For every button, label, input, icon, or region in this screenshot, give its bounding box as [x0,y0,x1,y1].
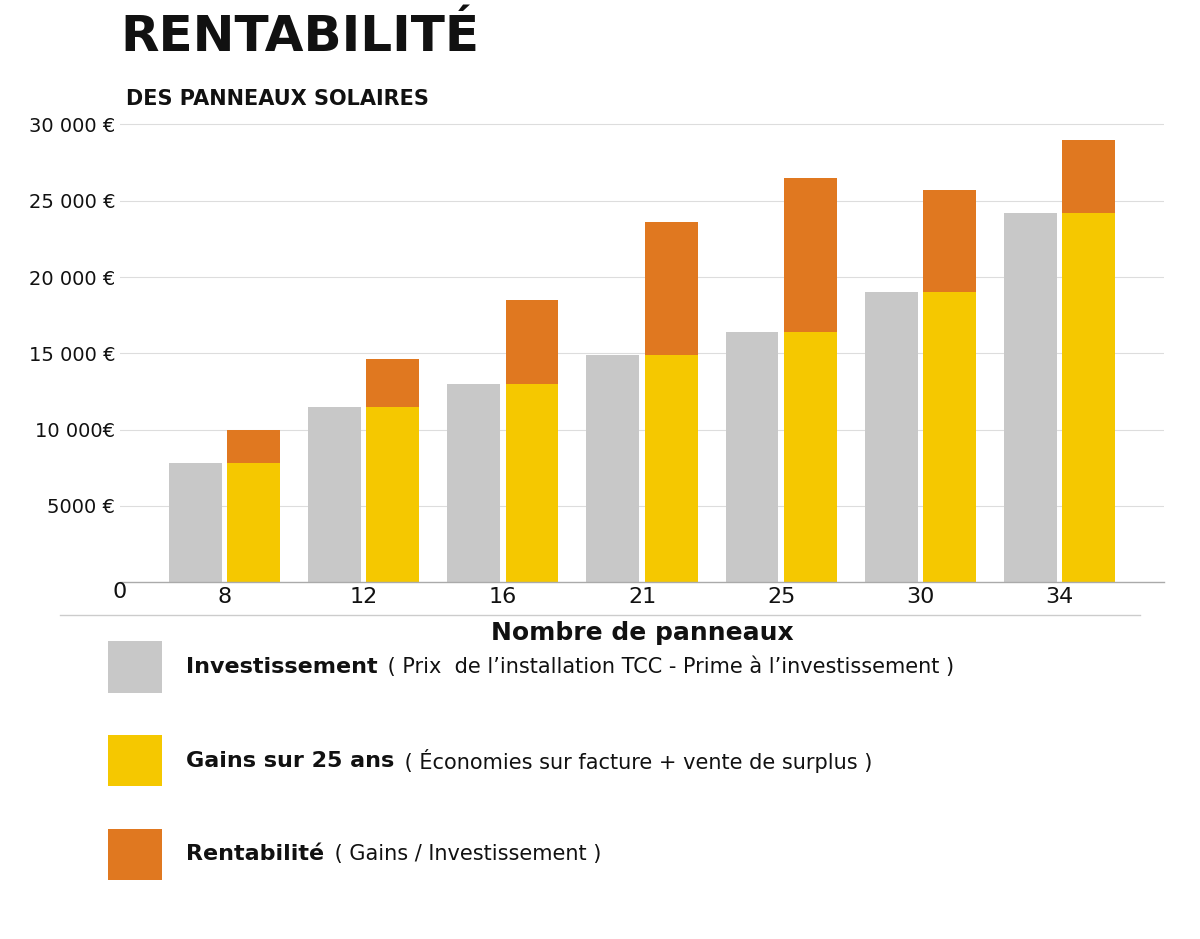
Bar [448,384,500,582]
X-axis label: Nombre de panneaux: Nombre de panneaux [491,621,793,645]
Bar [644,222,697,355]
Bar [865,292,918,582]
Bar [1062,140,1115,213]
Bar [1062,213,1115,582]
Bar [587,355,640,582]
Bar [1004,213,1057,582]
Text: RENTABILITÉ: RENTABILITÉ [120,13,479,61]
Bar [227,429,280,463]
Bar [644,355,697,582]
Text: Investissement: Investissement [186,656,378,677]
Bar [505,300,558,384]
Bar [169,463,222,582]
Text: ( Gains / Investissement ): ( Gains / Investissement ) [328,844,601,865]
Text: 0: 0 [113,582,127,602]
Text: Gains sur 25 ans: Gains sur 25 ans [186,750,395,771]
Bar [923,292,976,582]
Text: Rentabilité: Rentabilité [186,844,324,865]
Text: ( Économies sur facture + vente de surplus ): ( Économies sur facture + vente de surpl… [398,748,872,773]
Bar [227,463,280,582]
Bar [308,407,361,582]
Bar [505,384,558,582]
Bar [784,177,836,331]
Text: ( Prix  de l’installation TCC - Prime à l’investissement ): ( Prix de l’installation TCC - Prime à l… [382,656,954,677]
Text: DES PANNEAUX SOLAIRES: DES PANNEAUX SOLAIRES [126,89,428,109]
Bar [923,190,976,292]
Bar [726,331,779,582]
Bar [366,407,419,582]
Bar [784,331,836,582]
Bar [366,360,419,407]
